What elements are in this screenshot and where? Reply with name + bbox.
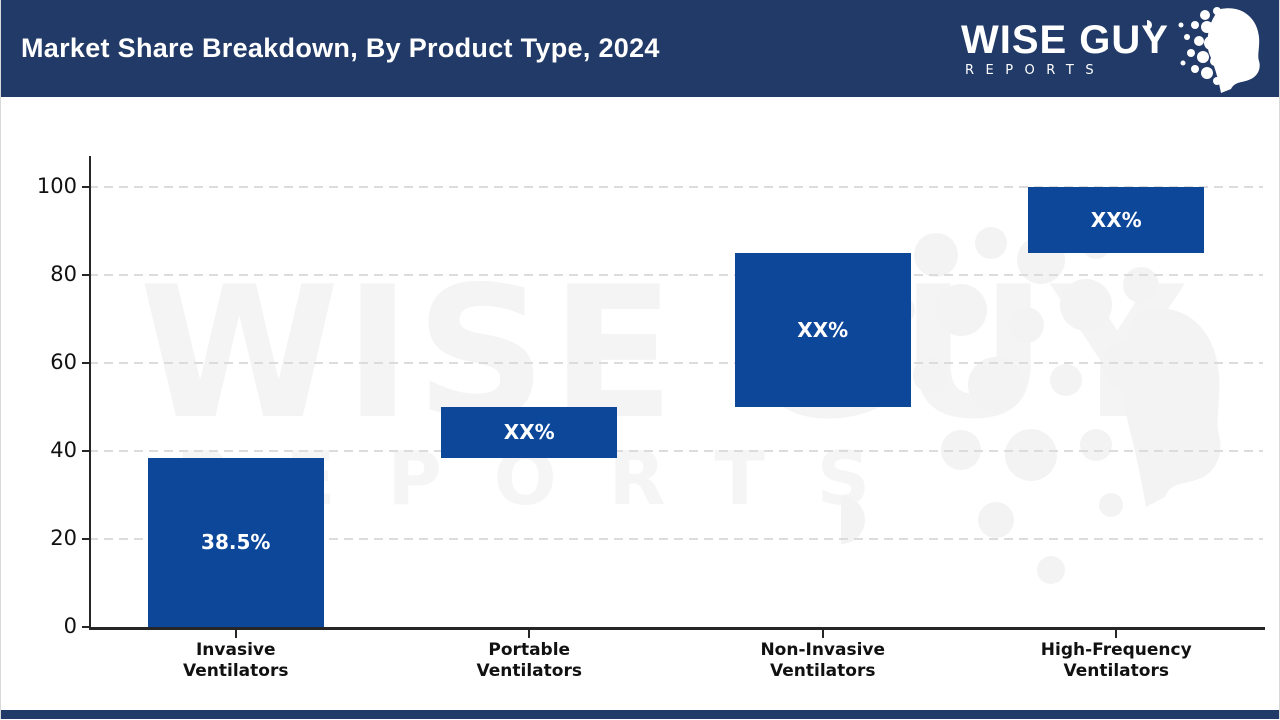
bar-value-label: 38.5% <box>201 530 271 555</box>
gridline <box>89 449 1263 452</box>
bar: 38.5% <box>147 457 324 627</box>
logo-text: WISE GUY REPORTS <box>961 20 1169 78</box>
y-tick-label: 60 <box>50 349 77 374</box>
logo: WISE GUY REPORTS <box>961 3 1279 95</box>
page-title: Market Share Breakdown, By Product Type,… <box>21 33 660 63</box>
y-axis <box>89 156 91 627</box>
gridline <box>89 185 1263 188</box>
watermark-wiseguy: WISE GUY <box>139 247 1188 459</box>
y-tick <box>82 537 89 540</box>
bar: XX% <box>734 252 911 407</box>
bar: XX% <box>1028 186 1205 253</box>
y-tick-label: 20 <box>50 525 77 550</box>
gridline <box>89 537 1263 540</box>
x-category-label: High-Frequency Ventilators <box>1040 640 1192 681</box>
x-tick <box>1115 630 1118 638</box>
x-category-label: Portable Ventilators <box>476 640 582 681</box>
bar-value-label: XX% <box>797 317 849 342</box>
bar-value-label: XX% <box>1090 207 1142 232</box>
bar-value-label: XX% <box>503 420 555 445</box>
x-tick <box>821 630 824 638</box>
x-axis <box>89 627 1265 630</box>
header: Market Share Breakdown, By Product Type,… <box>1 0 1279 97</box>
x-tick <box>234 630 237 638</box>
y-tick-label: 40 <box>50 437 77 462</box>
logo-head-icon <box>1147 6 1260 93</box>
y-tick <box>82 449 89 452</box>
gridline <box>89 273 1263 276</box>
logo-wordmark: WISE GUY <box>960 17 1169 62</box>
bar: XX% <box>441 406 618 458</box>
logo-subtitle: REPORTS <box>964 62 1106 78</box>
y-tick <box>82 185 89 188</box>
footer-bar <box>1 710 1279 719</box>
gridline <box>89 361 1263 364</box>
y-tick <box>82 361 89 364</box>
y-tick-label: 100 <box>36 173 77 198</box>
y-tick-label: 80 <box>50 261 77 286</box>
y-tick <box>82 273 89 276</box>
y-tick-label: 0 <box>63 614 77 638</box>
x-category-label: Invasive Ventilators <box>183 640 289 681</box>
x-tick <box>528 630 531 638</box>
x-category-label: Non-Invasive Ventilators <box>760 640 886 681</box>
y-tick <box>82 626 89 628</box>
